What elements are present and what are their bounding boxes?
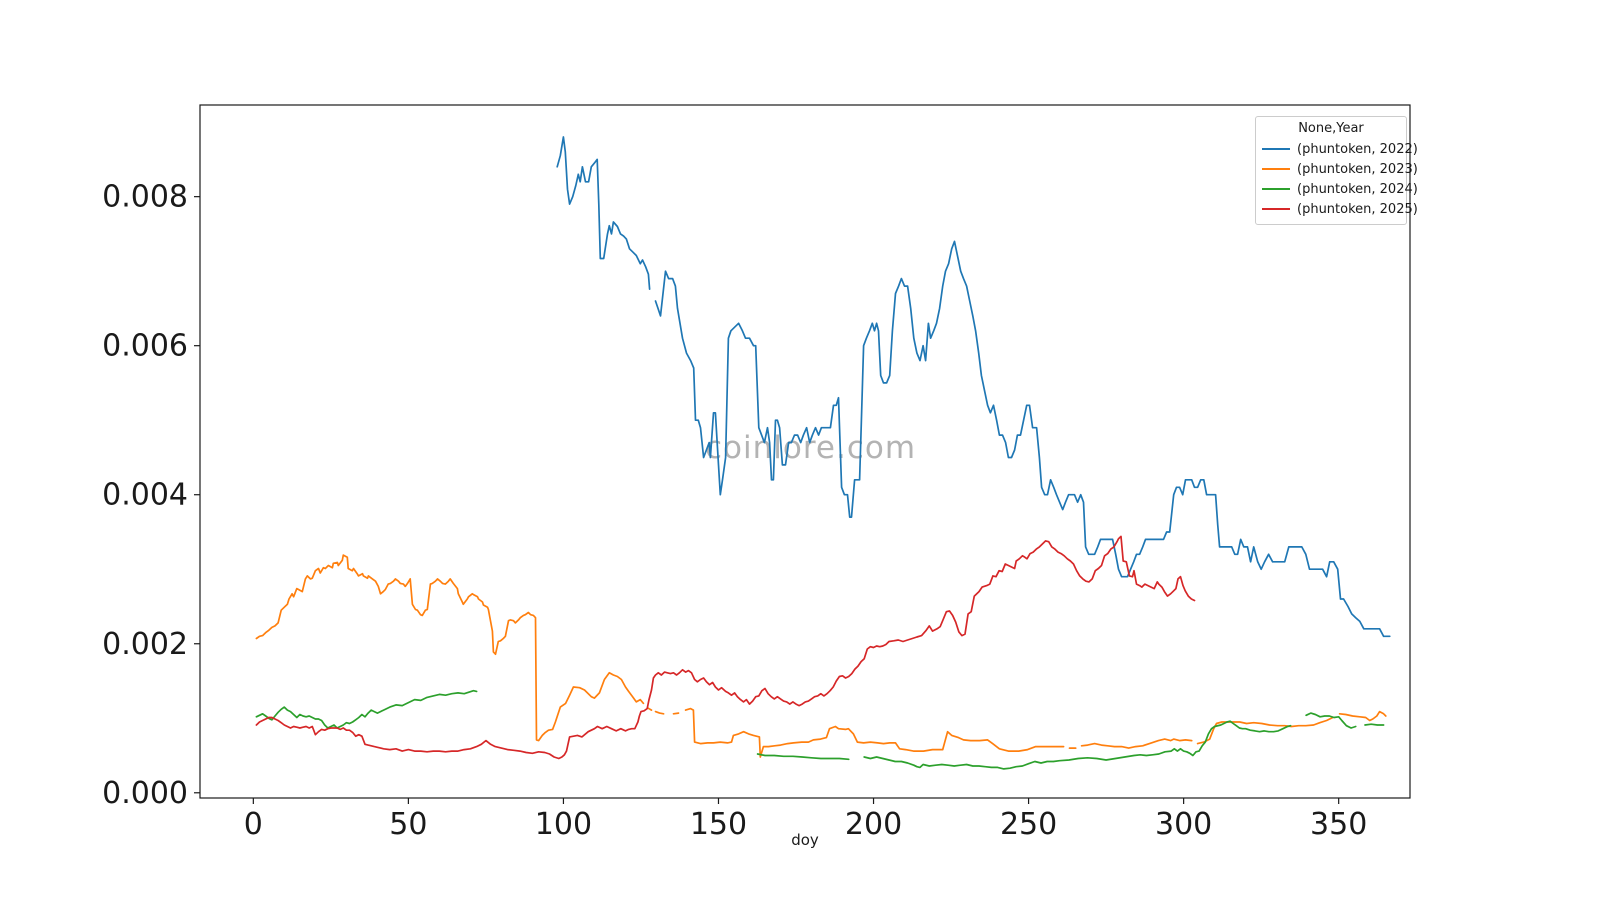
- legend-line-sample: [1262, 148, 1290, 150]
- y-tick-label: 0.008: [102, 180, 188, 215]
- series-line-2023: [646, 706, 653, 711]
- x-tick-label: 200: [845, 807, 902, 842]
- legend-line-sample: [1262, 208, 1290, 210]
- plot-border: [199, 104, 1411, 799]
- series-line-2023: [654, 710, 665, 715]
- x-tick-label: 350: [1310, 807, 1367, 842]
- series-line-2022: [556, 136, 651, 290]
- watermark: coinlore.com: [705, 430, 917, 466]
- x-tick-label: 150: [690, 807, 747, 842]
- series-line-2023: [1338, 710, 1387, 722]
- x-tick-label: 100: [535, 807, 592, 842]
- y-tick-label: 0.000: [102, 776, 188, 811]
- legend-line-sample: [1262, 188, 1290, 190]
- series-line-2023: [255, 554, 645, 742]
- series-line-2024: [1364, 723, 1385, 726]
- x-tick-label: 250: [1000, 807, 1057, 842]
- legend-label: (phuntoken, 2025): [1297, 201, 1418, 217]
- series-line-2024: [863, 720, 1292, 770]
- legend-title: None,Year: [1298, 121, 1364, 136]
- y-tick-label: 0.002: [102, 627, 188, 662]
- x-axis-label: doy: [791, 831, 819, 849]
- series-line-2023: [672, 712, 680, 715]
- series-line-2023: [1080, 738, 1193, 749]
- series-line-2025: [255, 535, 1196, 760]
- legend-label: (phuntoken, 2024): [1297, 181, 1418, 197]
- series-line-2023: [684, 707, 1065, 758]
- x-tick-label: 0: [244, 807, 263, 842]
- legend-items: (phuntoken, 2022) (phuntoken, 2023) (phunt…: [1262, 139, 1418, 219]
- legend: None,Year (phuntoken, 2022) (phuntoken, 2…: [1255, 116, 1418, 225]
- series-line-2024: [756, 753, 850, 761]
- series-line-2022: [654, 240, 1391, 638]
- series-line-2024: [255, 689, 478, 729]
- y-tick-label: 0.004: [102, 478, 188, 513]
- legend-line-sample: [1262, 168, 1290, 170]
- y-tick-label: 0.006: [102, 329, 188, 364]
- x-tick-label: 50: [389, 807, 427, 842]
- x-tick-label: 300: [1155, 807, 1212, 842]
- legend-item-2022: (phuntoken, 2022): [1262, 139, 1418, 159]
- legend-label: (phuntoken, 2022): [1297, 141, 1418, 157]
- series-line-2024: [1305, 712, 1357, 729]
- legend-item-2025: (phuntoken, 2025): [1262, 199, 1418, 219]
- legend-item-2023: (phuntoken, 2023): [1262, 159, 1418, 179]
- legend-label: (phuntoken, 2023): [1297, 161, 1418, 177]
- legend-item-2024: (phuntoken, 2024): [1262, 179, 1418, 199]
